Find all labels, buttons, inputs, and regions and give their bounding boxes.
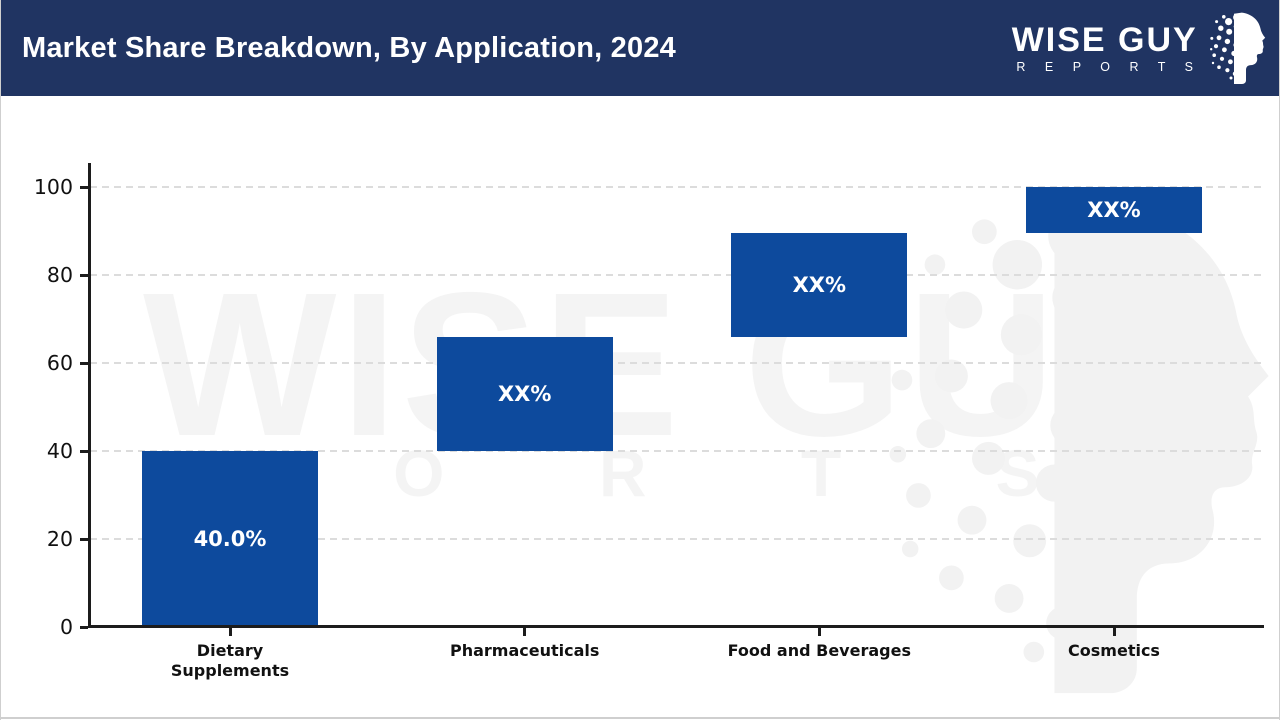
category-label-line: Cosmetics [1068,641,1160,660]
y-tick-mark [80,362,88,365]
logo-subtext: R E P O R T S [1016,59,1201,74]
wise-guy-reports-logo: WISE GUY R E P O R T S [1008,9,1267,87]
bar-value-label: XX% [1087,198,1141,223]
x-tick-mark [1112,628,1116,636]
y-tick-mark [80,274,88,277]
category-label-line: Dietary [196,641,264,660]
dotted-head-profile-icon [1207,9,1267,87]
bar-value-label: 40.0% [193,527,267,551]
grid-line [90,450,1264,452]
y-tick-label: 20 [46,527,73,551]
grid-line [90,538,1264,540]
bar-1: 40.0% [142,451,318,627]
x-tick-mark [228,628,232,636]
bar-value-label: XX% [792,272,847,297]
y-tick-mark [80,186,88,189]
y-tick-mark [80,538,88,541]
x-axis-line [88,625,1264,628]
y-tick-label: 100 [33,175,73,199]
x-tick-mark [523,628,527,636]
bar-3: XX% [731,233,908,337]
category-label: Dietary Supplements [80,641,380,681]
y-tick-label: 80 [46,263,73,287]
category-label: Cosmetics [964,641,1264,661]
bar-4: XX% [1026,187,1202,234]
grid-line [90,186,1264,188]
header-banner: Market Share Breakdown, By Application, … [1,0,1279,96]
page-title: Market Share Breakdown, By Application, … [22,31,676,64]
category-label-line: Supplements [170,661,290,680]
y-tick-mark [80,626,88,629]
category-label-line: Food and Beverages [727,641,911,660]
y-tick-mark [80,450,88,453]
y-tick-label: 40 [46,439,73,463]
category-label: Food and Beverages [669,641,969,661]
bottom-border-line [1,717,1279,719]
category-label: Pharmaceuticals [375,641,675,661]
grid-line [90,274,1264,276]
grid-line [90,362,1264,364]
x-tick-mark [817,628,821,636]
bar-value-label: XX% [497,381,552,406]
y-axis-line [88,163,91,628]
y-tick-label: 60 [46,351,73,375]
logo-text: WISE GUY R E P O R T S [1008,23,1201,74]
category-label-line: Pharmaceuticals [449,641,600,660]
y-tick-label: 0 [59,615,73,639]
logo-wordmark: WISE GUY [1011,20,1198,59]
bar-2: XX% [436,336,613,451]
